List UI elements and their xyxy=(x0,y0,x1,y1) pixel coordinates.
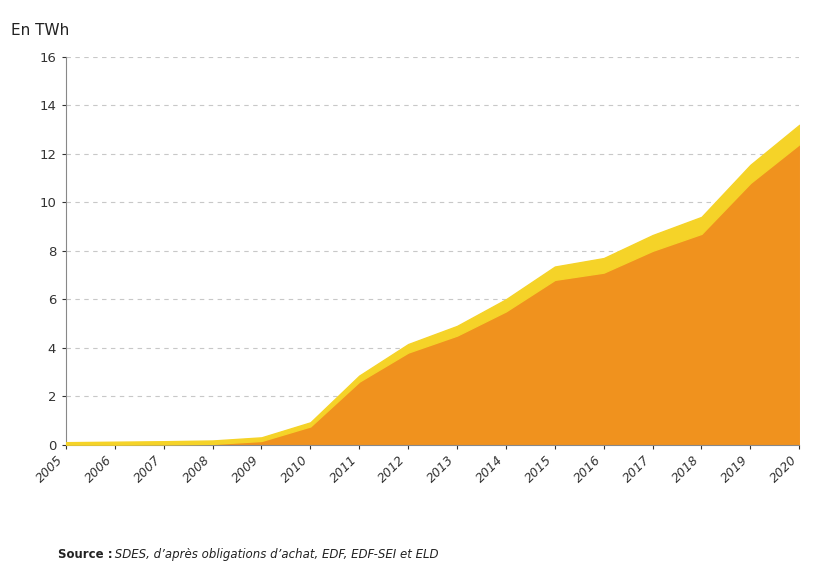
Text: Source :: Source : xyxy=(58,548,112,561)
Text: En TWh: En TWh xyxy=(11,23,69,38)
Text: SDES, d’après obligations d’achat, EDF, EDF-SEI et ELD: SDES, d’après obligations d’achat, EDF, … xyxy=(111,548,438,561)
